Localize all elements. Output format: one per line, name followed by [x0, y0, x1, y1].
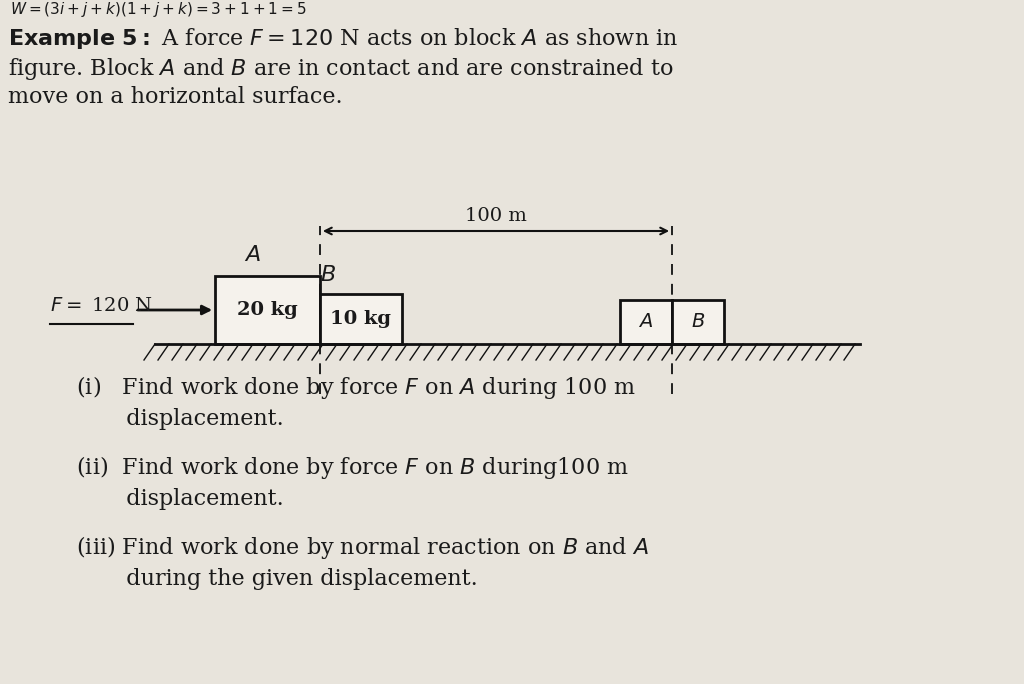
Bar [319, 294, 402, 344]
Bar [215, 276, 319, 344]
Text: displacement.: displacement. [55, 408, 284, 430]
Text: move on a horizontal surface.: move on a horizontal surface. [8, 86, 343, 108]
Text: (iii) Find work done by normal reaction on $B$ and $A$: (iii) Find work done by normal reaction … [55, 534, 649, 561]
Text: $B$: $B$ [691, 313, 706, 331]
Text: 20 kg: 20 kg [238, 301, 298, 319]
Text: $A$: $A$ [639, 313, 653, 331]
Text: figure. Block $A$ and $B$ are in contact and are constrained to: figure. Block $A$ and $B$ are in contact… [8, 56, 674, 82]
Text: $\mathbf{Example\ 5:}$ A force $F = 120$ N acts on block $A$ as shown in: $\mathbf{Example\ 5:}$ A force $F = 120$… [8, 26, 678, 51]
Text: 100 m: 100 m [465, 207, 527, 225]
Text: $A$: $A$ [244, 244, 261, 266]
Text: (i)   Find work done by force $F$ on $A$ during 100 m: (i) Find work done by force $F$ on $A$ d… [55, 374, 636, 401]
Text: (ii)  Find work done by force $F$ on $B$ during100 m: (ii) Find work done by force $F$ on $B$ … [55, 454, 629, 481]
Bar [620, 300, 672, 344]
Text: $F=$ 120 N: $F=$ 120 N [50, 297, 153, 315]
Text: during the given displacement.: during the given displacement. [55, 568, 478, 590]
Text: $B$: $B$ [321, 264, 336, 286]
Bar [672, 300, 724, 344]
Text: 10 kg: 10 kg [331, 310, 391, 328]
Text: displacement.: displacement. [55, 488, 284, 510]
Text: $W = (3i + j + k)(1 + j + k) = 3+1+1 = 5$: $W = (3i + j + k)(1 + j + k) = 3+1+1 = 5… [10, 0, 306, 19]
